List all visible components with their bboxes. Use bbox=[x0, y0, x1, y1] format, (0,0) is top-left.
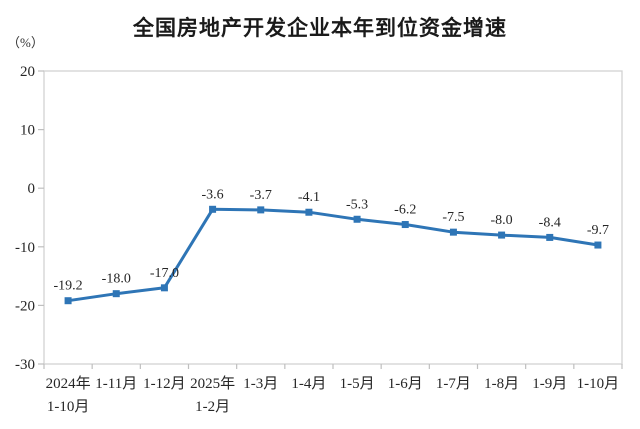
data-point-label: -3.6 bbox=[201, 187, 223, 202]
x-axis-category-label: 1-11月 bbox=[95, 376, 137, 392]
y-axis-unit-label: （%） bbox=[7, 35, 44, 50]
x-axis-category-label: 1-6月 bbox=[388, 376, 423, 392]
data-point-label: -8.0 bbox=[490, 213, 512, 228]
y-axis-tick-label: 0 bbox=[28, 181, 36, 197]
y-axis-tick-label: 10 bbox=[20, 123, 35, 139]
data-point-marker bbox=[209, 205, 217, 213]
x-axis-category-label: 2025年 bbox=[190, 375, 235, 392]
data-point-label: -6.2 bbox=[394, 203, 416, 218]
x-axis-category-label: 1-9月 bbox=[532, 376, 567, 392]
x-axis-category-label: 1-10月 bbox=[577, 376, 620, 392]
data-point-marker bbox=[353, 215, 361, 223]
data-point-marker bbox=[305, 208, 313, 216]
data-point-label: -9.7 bbox=[587, 223, 609, 238]
data-point-label: -19.2 bbox=[53, 279, 82, 294]
data-point-marker bbox=[401, 221, 409, 229]
data-point-label: -18.0 bbox=[102, 272, 131, 287]
x-axis-category-label: 1-10月 bbox=[47, 399, 90, 415]
data-point-marker bbox=[449, 228, 457, 236]
data-point-marker bbox=[64, 297, 72, 305]
data-point-marker bbox=[594, 241, 602, 249]
data-point-label: -17.0 bbox=[150, 266, 179, 281]
data-point-label: -5.3 bbox=[346, 197, 368, 212]
x-axis-category-label: 1-2月 bbox=[195, 399, 230, 415]
data-point-marker bbox=[112, 290, 120, 298]
data-point-marker bbox=[160, 284, 168, 292]
series-line bbox=[66, 207, 600, 303]
data-point-marker bbox=[546, 233, 554, 241]
data-point-label: -7.5 bbox=[442, 210, 464, 225]
x-axis-category-label: 1-7月 bbox=[436, 376, 471, 392]
x-axis-category-label: 1-4月 bbox=[291, 376, 326, 392]
x-axis-category-label: 1-8月 bbox=[484, 376, 519, 392]
y-axis-tick-label: -20 bbox=[15, 298, 35, 314]
data-point-marker bbox=[257, 206, 265, 214]
y-axis-tick-label: -10 bbox=[15, 240, 35, 256]
data-point-label: -8.4 bbox=[539, 215, 561, 230]
chart-title: 全国房地产开发企业本年到位资金增速 bbox=[133, 17, 507, 40]
x-axis-category-label: 1-5月 bbox=[340, 376, 375, 392]
y-axis-tick-label: 20 bbox=[20, 64, 35, 80]
data-point-label: -4.1 bbox=[298, 190, 320, 205]
y-axis-tick-label: -30 bbox=[15, 357, 35, 373]
plot-border bbox=[43, 70, 623, 365]
data-point-marker bbox=[498, 231, 506, 239]
x-axis-category-label: 2024年 bbox=[46, 375, 91, 392]
data-point-label: -3.7 bbox=[250, 188, 272, 203]
x-axis-category-label: 1-3月 bbox=[243, 376, 278, 392]
x-axis-category-label: 1-12月 bbox=[143, 376, 186, 392]
